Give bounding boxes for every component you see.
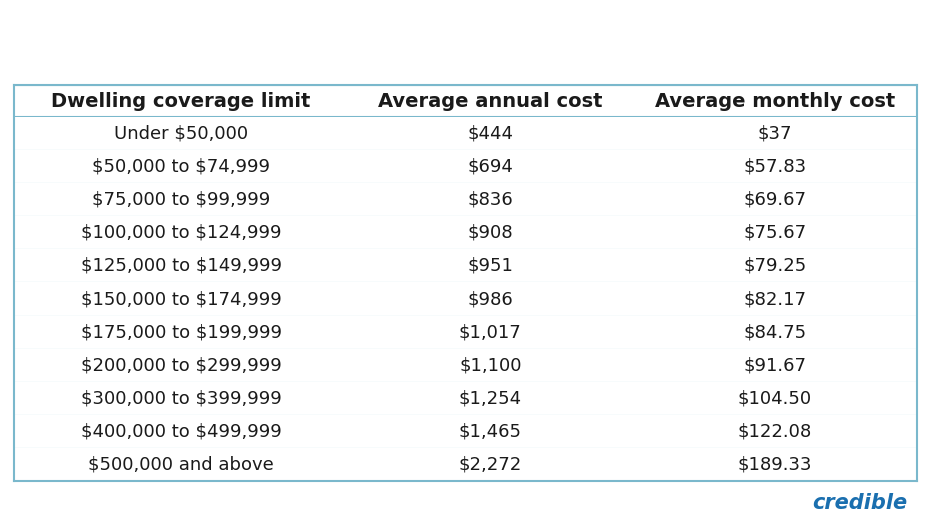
Text: Dwelling coverage limit: Dwelling coverage limit bbox=[51, 92, 311, 110]
Text: \$69.67: \$69.67 bbox=[743, 191, 806, 209]
Text: \$125,000 to \$149,999: \$125,000 to \$149,999 bbox=[81, 257, 281, 275]
Text: \$82.17: \$82.17 bbox=[743, 290, 806, 308]
Text: \$300,000 to \$399,999: \$300,000 to \$399,999 bbox=[81, 390, 281, 407]
Text: \$2,272: \$2,272 bbox=[459, 456, 522, 474]
Text: \$1,100: \$1,100 bbox=[459, 356, 521, 374]
Text: \$57.83: \$57.83 bbox=[743, 157, 806, 176]
Text: \$122.08: \$122.08 bbox=[737, 423, 812, 440]
Text: Average monthly cost: Average monthly cost bbox=[654, 92, 895, 110]
Text: \$400,000 to \$499,999: \$400,000 to \$499,999 bbox=[81, 423, 281, 440]
Text: \$500,000 and above: \$500,000 and above bbox=[88, 456, 274, 474]
Text: \$1,017: \$1,017 bbox=[459, 323, 521, 341]
Text: \$75.67: \$75.67 bbox=[743, 224, 806, 242]
Text: \$100,000 to \$124,999: \$100,000 to \$124,999 bbox=[81, 224, 281, 242]
Text: \$50,000 to \$74,999: \$50,000 to \$74,999 bbox=[92, 157, 270, 176]
Text: credible: credible bbox=[813, 493, 908, 513]
Text: \$91.67: \$91.67 bbox=[743, 356, 806, 374]
Text: \$75,000 to \$99,999: \$75,000 to \$99,999 bbox=[92, 191, 270, 209]
Text: \$444: \$444 bbox=[467, 124, 513, 142]
Text: \$1,254: \$1,254 bbox=[459, 390, 522, 407]
Text: \$150,000 to \$174,999: \$150,000 to \$174,999 bbox=[81, 290, 281, 308]
Text: \$951: \$951 bbox=[467, 257, 513, 275]
Text: \$175,000 to \$199,999: \$175,000 to \$199,999 bbox=[81, 323, 281, 341]
Text: Average cost of homeowners insurance by coverage amount: Average cost of homeowners insurance by … bbox=[0, 27, 931, 54]
Text: \$986: \$986 bbox=[467, 290, 513, 308]
Text: \$79.25: \$79.25 bbox=[743, 257, 806, 275]
Text: \$37: \$37 bbox=[758, 124, 792, 142]
Text: \$908: \$908 bbox=[467, 224, 513, 242]
Text: Average annual cost: Average annual cost bbox=[378, 92, 602, 110]
Text: \$189.33: \$189.33 bbox=[737, 456, 812, 474]
Text: \$104.50: \$104.50 bbox=[737, 390, 812, 407]
Text: \$694: \$694 bbox=[467, 157, 513, 176]
Text: \$1,465: \$1,465 bbox=[459, 423, 522, 440]
Text: \$200,000 to \$299,999: \$200,000 to \$299,999 bbox=[81, 356, 281, 374]
Text: Under \$50,000: Under \$50,000 bbox=[114, 124, 248, 142]
Text: \$836: \$836 bbox=[467, 191, 513, 209]
Text: \$84.75: \$84.75 bbox=[743, 323, 806, 341]
